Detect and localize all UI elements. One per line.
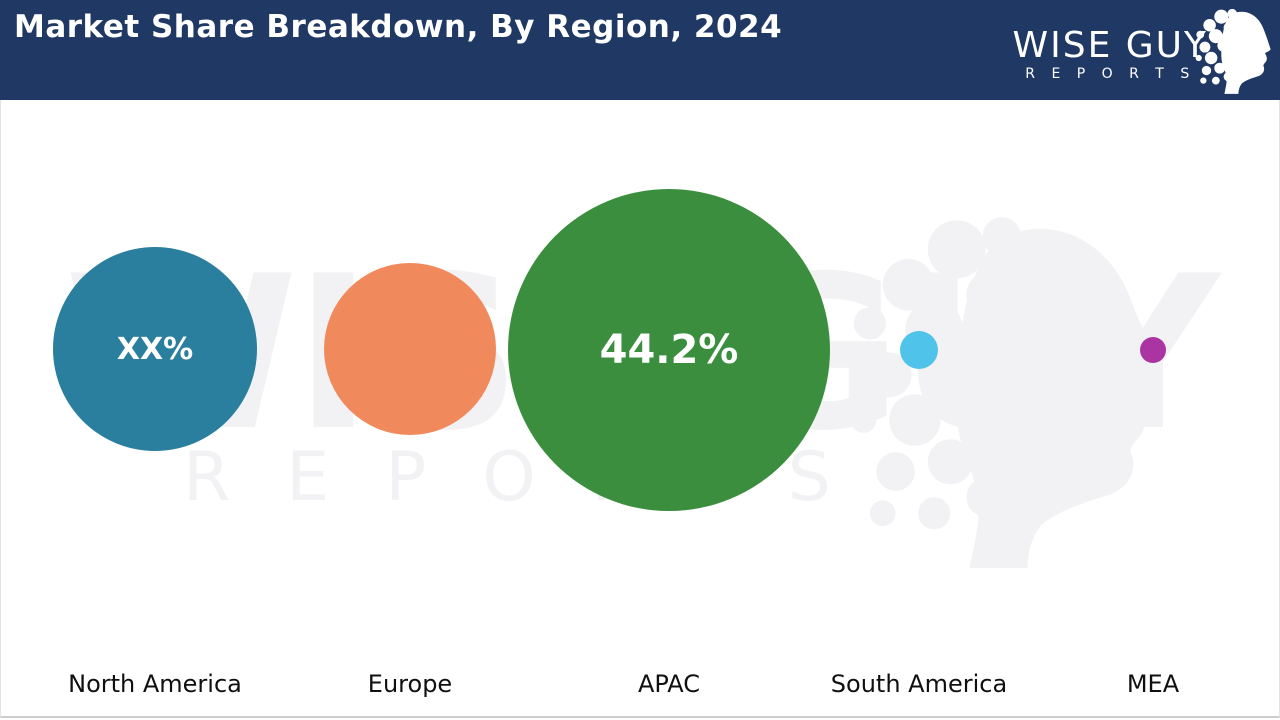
- bubble-north-america: XX%: [53, 247, 257, 451]
- bubble-south-america: [900, 331, 938, 369]
- category-label-apac: APAC: [637, 670, 701, 698]
- bubble-mea: [1140, 337, 1166, 363]
- chart-canvas: WISE GUY REPORTS XX%44.2% North AmericaE…: [0, 100, 1280, 718]
- category-label-north-america: North America: [68, 670, 242, 698]
- category-label-europe: Europe: [367, 670, 453, 698]
- category-label-south-america: South America: [830, 670, 1008, 698]
- brand-logo: WISE GUY R E P O R T S: [1013, 4, 1273, 98]
- bubble-apac: 44.2%: [508, 189, 830, 511]
- brand-tagline: R E P O R T S: [1025, 65, 1196, 82]
- category-label-mea: MEA: [1126, 670, 1180, 698]
- page-title: Market Share Breakdown, By Region, 2024: [14, 9, 783, 45]
- watermark-head-icon: [850, 217, 1160, 568]
- brand-logo-text: WISE GUY R E P O R T S: [1013, 26, 1209, 82]
- bubble-europe: [324, 263, 496, 435]
- brand-name: WISE GUY: [1012, 25, 1208, 67]
- header-bar: Market Share Breakdown, By Region, 2024 …: [0, 0, 1280, 100]
- dotted-head-profile-icon: [1195, 8, 1271, 94]
